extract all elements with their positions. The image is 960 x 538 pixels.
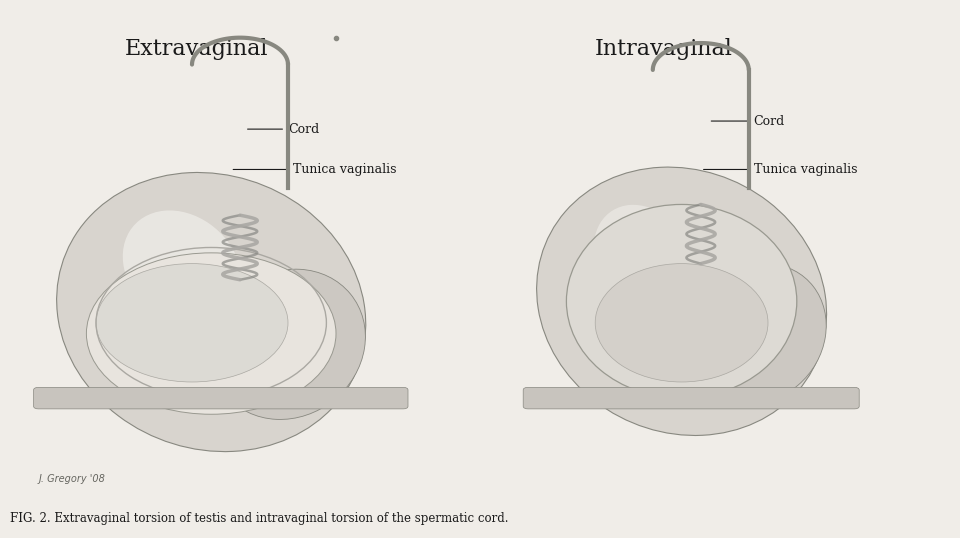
Text: J. Gregory '08: J. Gregory '08 xyxy=(38,474,106,484)
Text: FIG. 2. Extravaginal torsion of testis and intravaginal torsion of the spermatic: FIG. 2. Extravaginal torsion of testis a… xyxy=(10,512,508,525)
Ellipse shape xyxy=(86,253,336,414)
Text: Extravaginal: Extravaginal xyxy=(125,38,268,60)
Ellipse shape xyxy=(566,204,797,398)
Ellipse shape xyxy=(210,269,366,420)
Text: Cord: Cord xyxy=(711,115,785,128)
FancyBboxPatch shape xyxy=(34,387,408,409)
Ellipse shape xyxy=(594,205,692,312)
Ellipse shape xyxy=(595,264,768,382)
Text: Tunica vaginalis: Tunica vaginalis xyxy=(704,163,857,176)
Ellipse shape xyxy=(123,210,242,328)
Ellipse shape xyxy=(96,264,288,382)
Ellipse shape xyxy=(537,167,827,435)
FancyBboxPatch shape xyxy=(523,387,859,409)
Text: Cord: Cord xyxy=(248,123,320,136)
Text: Tunica vaginalis: Tunica vaginalis xyxy=(233,163,396,176)
Ellipse shape xyxy=(690,264,827,404)
Ellipse shape xyxy=(57,173,366,451)
Text: Intravaginal: Intravaginal xyxy=(595,38,733,60)
